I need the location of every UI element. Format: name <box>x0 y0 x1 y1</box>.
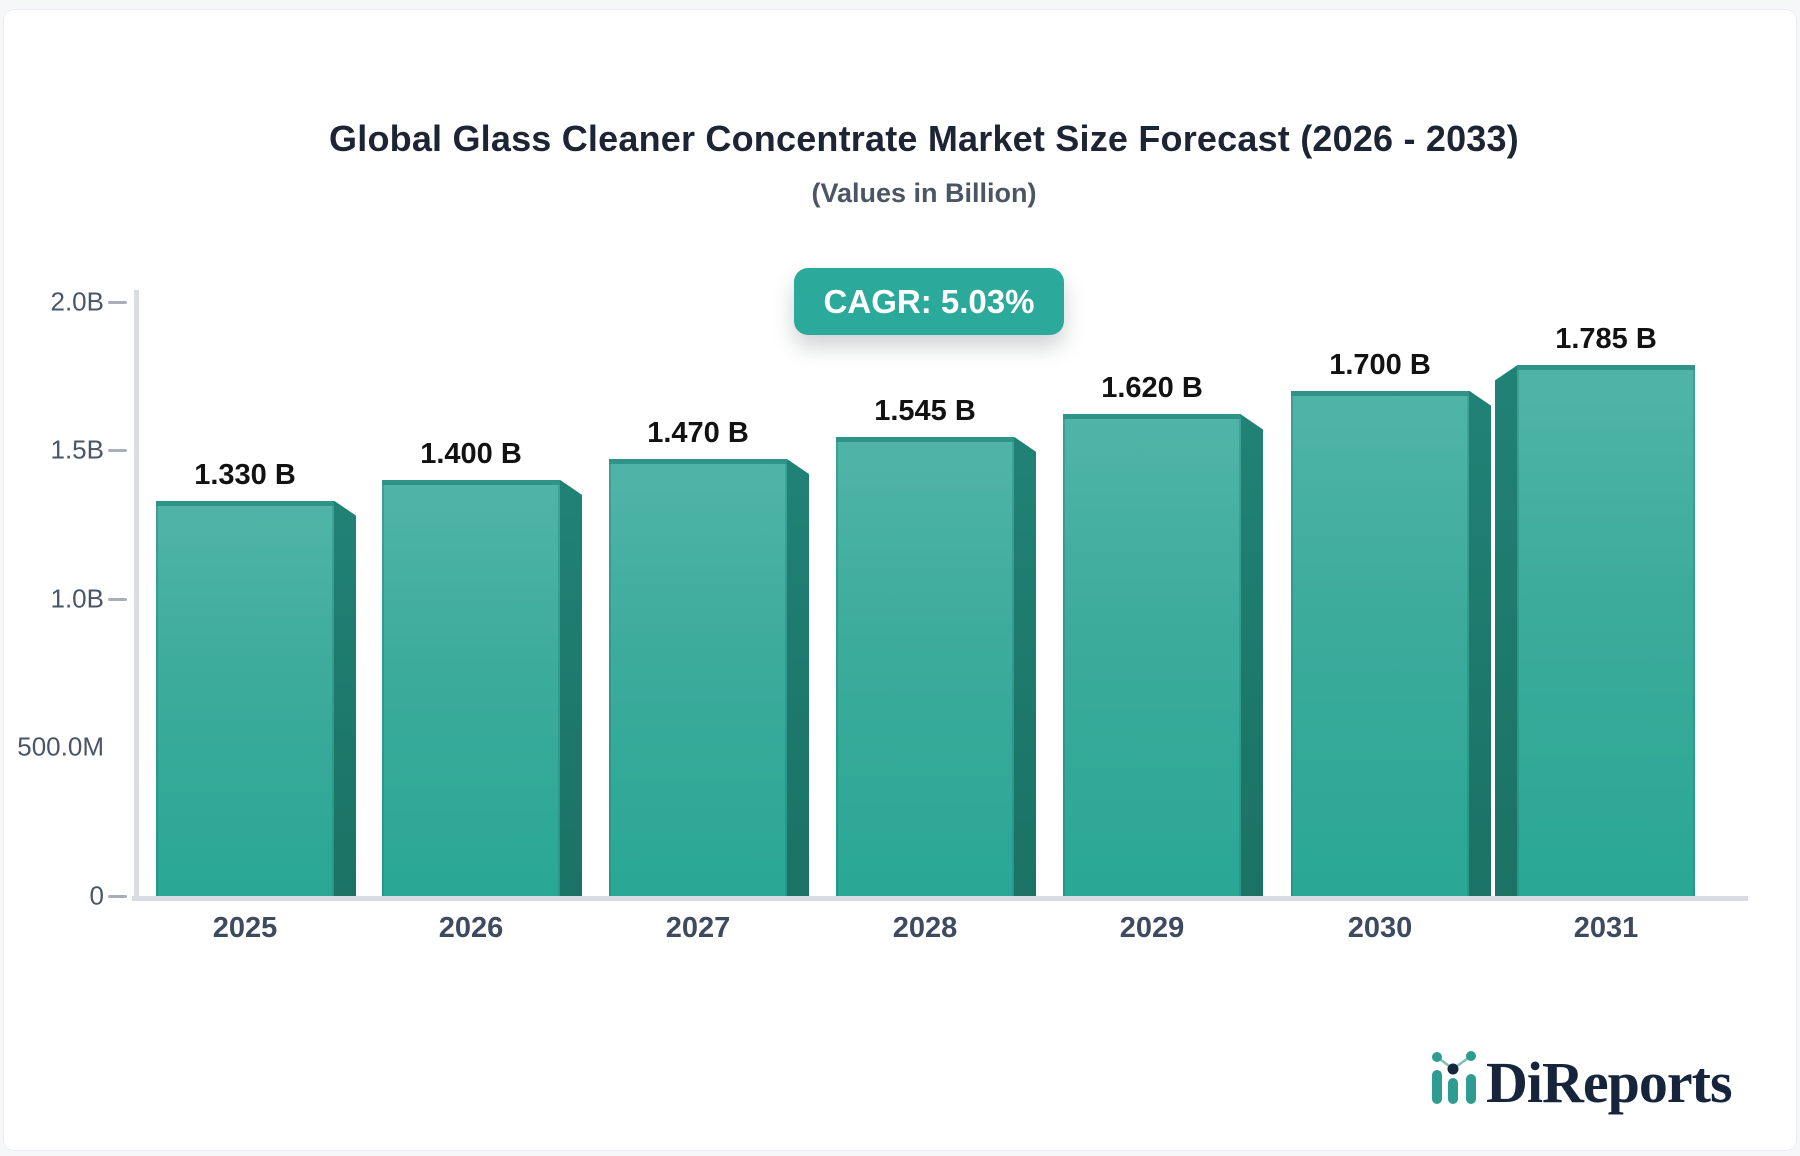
chart-card: Global Glass Cleaner Concentrate Market … <box>4 10 1796 1150</box>
bar-value-label: 1.330 B <box>194 458 296 491</box>
cagr-badge: CAGR: 5.03% <box>794 268 1064 335</box>
x-axis-label-2029: 2029 <box>1119 912 1185 944</box>
bar-value-label: 1.400 B <box>420 437 522 470</box>
y-tick-mark <box>108 597 127 601</box>
bar-top-edge <box>609 459 787 465</box>
x-axis-label-2028: 2028 <box>892 912 958 944</box>
direports-logo: DiReports <box>1428 1040 1733 1115</box>
bar-2028 <box>836 436 1014 896</box>
bar-3d-side <box>334 500 356 896</box>
x-axis-label-2030: 2030 <box>1347 912 1413 944</box>
bar-3d-side <box>787 459 809 896</box>
y-tick-mark <box>108 895 127 898</box>
bar-value-label: 1.545 B <box>874 394 976 427</box>
direports-logo-icon <box>1432 1051 1476 1104</box>
y-tick-mark <box>108 300 127 304</box>
bar-top-edge <box>156 500 334 506</box>
y-tick-label: 0 <box>89 880 104 911</box>
bar-top-edge <box>1291 390 1469 396</box>
bar-3d-side <box>560 479 582 896</box>
bar-2031 <box>1517 365 1695 896</box>
x-axis-label-2026: 2026 <box>438 912 504 944</box>
bar-2030 <box>1291 390 1469 896</box>
y-tick-label: 2.0B <box>50 286 105 316</box>
x-axis-line <box>132 896 1748 901</box>
bar-top-edge <box>382 479 560 485</box>
bar-3d-side <box>1495 365 1517 896</box>
direports-logo-text: DiReports <box>1486 1050 1733 1115</box>
y-axis-line <box>134 289 139 900</box>
bar-3d-side <box>1014 436 1036 896</box>
bar-chart: 2.0B 1.5B 1.0B 500.0M 0 1.330 B 2025 1.400 B 202… <box>4 10 1796 1150</box>
x-axis-label-2027: 2027 <box>665 912 731 944</box>
bar-value-label: 1.620 B <box>1101 372 1203 405</box>
chart-title: Global Glass Cleaner Concentrate Market … <box>329 118 1519 159</box>
y-tick-label: 1.5B <box>50 434 105 465</box>
x-axis-label-2031: 2031 <box>1573 912 1639 944</box>
bar-3d-side <box>1241 414 1263 896</box>
bar-2027 <box>609 459 787 896</box>
chart-subtitle: (Values in Billion) <box>811 178 1037 208</box>
y-tick-label: 1.0B <box>50 583 105 614</box>
y-tick-mark <box>108 449 127 453</box>
x-axis-label-2025: 2025 <box>212 912 278 944</box>
bar-value-label: 1.470 B <box>647 417 749 450</box>
bar-top-edge <box>836 436 1014 442</box>
bar-2029 <box>1063 414 1241 896</box>
bar-top-edge <box>1517 365 1695 371</box>
y-tick-label: 500.0M <box>17 731 104 762</box>
bar-value-label: 1.785 B <box>1555 323 1657 356</box>
bar-top-edge <box>1063 414 1241 420</box>
bar-2026 <box>382 479 560 896</box>
bar-2025 <box>156 500 334 896</box>
bar-3d-side <box>1469 390 1491 896</box>
bar-value-label: 1.700 B <box>1329 348 1431 381</box>
